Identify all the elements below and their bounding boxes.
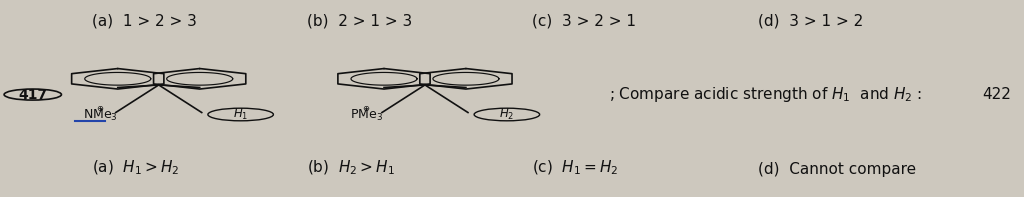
Text: (b)  $H_2 > H_1$: (b) $H_2 > H_1$ xyxy=(307,159,395,177)
Text: $\oplus$: $\oplus$ xyxy=(362,104,371,113)
Text: 422: 422 xyxy=(982,87,1011,102)
Text: (c)  3 > 2 > 1: (c) 3 > 2 > 1 xyxy=(532,14,637,29)
Text: 417: 417 xyxy=(18,87,47,102)
Text: $H_1$: $H_1$ xyxy=(233,107,248,122)
Text: (a)  1 > 2 > 3: (a) 1 > 2 > 3 xyxy=(92,14,197,29)
Text: ; Compare acidic strength of $H_1$  and $H_2$ :: ; Compare acidic strength of $H_1$ and $… xyxy=(609,85,923,104)
Text: (c)  $H_1 = H_2$: (c) $H_1 = H_2$ xyxy=(532,159,620,177)
Text: (d)  Cannot compare: (d) Cannot compare xyxy=(758,162,915,177)
Text: PMe$_3$: PMe$_3$ xyxy=(350,108,383,123)
Text: (d)  3 > 1 > 2: (d) 3 > 1 > 2 xyxy=(758,14,863,29)
Text: $H_2$: $H_2$ xyxy=(500,107,514,122)
Text: (a)  $H_1 > H_2$: (a) $H_1 > H_2$ xyxy=(92,159,179,177)
Text: (b)  2 > 1 > 3: (b) 2 > 1 > 3 xyxy=(307,14,413,29)
Text: $\oplus$: $\oplus$ xyxy=(96,104,104,113)
Text: NMe$_3$: NMe$_3$ xyxy=(83,108,118,123)
